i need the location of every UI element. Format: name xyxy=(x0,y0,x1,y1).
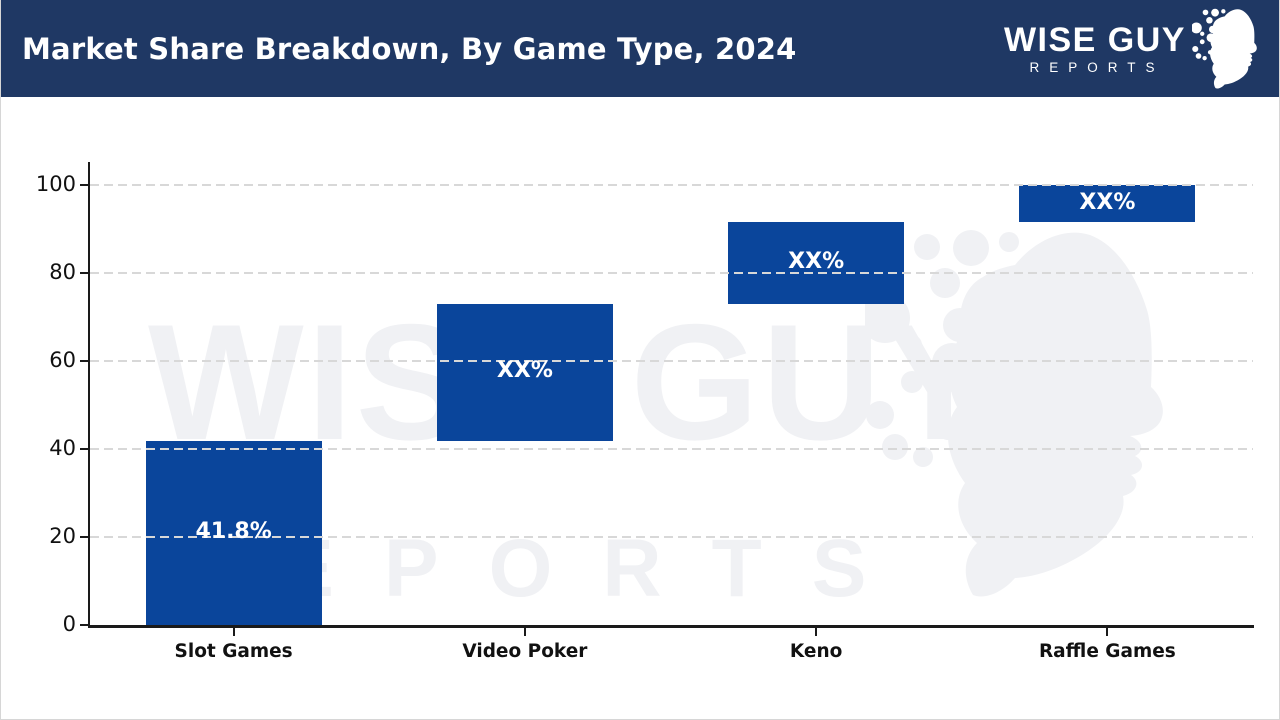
y-tick-80 xyxy=(80,272,88,274)
chart-title: Market Share Breakdown, By Game Type, 20… xyxy=(22,31,797,66)
bar-value-label: 41.8% xyxy=(195,519,272,545)
x-category-label: Keno xyxy=(789,641,843,662)
x-tick-0 xyxy=(232,628,235,636)
brand-subname: REPORTS xyxy=(1029,59,1165,75)
y-tick-40 xyxy=(80,448,88,450)
y-axis-line xyxy=(88,162,90,627)
x-axis-line xyxy=(88,625,1254,628)
header-band: Market Share Breakdown, By Game Type, 20… xyxy=(0,0,1280,97)
gridline-y-80 xyxy=(90,272,1253,274)
x-category-label: Video Poker xyxy=(462,641,588,662)
y-tick-20 xyxy=(80,536,88,538)
y-tick-60 xyxy=(80,360,88,362)
brand-head-icon xyxy=(1192,8,1257,89)
bar-raffle-games xyxy=(1019,185,1196,223)
gridline-y-20 xyxy=(90,536,1253,538)
x-tick-2 xyxy=(815,628,818,636)
y-tick-label: 80 xyxy=(49,260,76,284)
x-tick-1 xyxy=(523,628,526,636)
bar-value-label: XX% xyxy=(1079,189,1136,215)
brand-logo-text: WISE GUY REPORTS xyxy=(1004,23,1186,75)
y-tick-label: 40 xyxy=(49,436,76,460)
y-tick-label: 60 xyxy=(49,348,76,372)
y-tick-label: 0 xyxy=(62,612,76,636)
brand-name: WISE GUY xyxy=(1003,20,1186,59)
y-tick-label: 100 xyxy=(35,172,76,196)
bar-value-label: XX% xyxy=(788,249,845,275)
gridline-y-100 xyxy=(90,184,1253,186)
x-category-label: Raffle Games xyxy=(1038,641,1176,662)
bar-value-label: XX% xyxy=(496,358,553,384)
brand-logo: WISE GUY REPORTS xyxy=(1004,0,1266,97)
y-tick-0 xyxy=(80,624,88,626)
x-category-label: Slot Games xyxy=(174,641,293,662)
y-tick-label: 20 xyxy=(49,524,76,548)
bar-slot-games xyxy=(145,441,322,625)
bar-video-poker xyxy=(436,303,613,442)
bar-keno xyxy=(728,222,905,304)
gridline-y-60 xyxy=(90,360,1253,362)
x-tick-3 xyxy=(1106,628,1109,636)
gridline-y-40 xyxy=(90,448,1253,450)
y-tick-100 xyxy=(80,184,88,186)
